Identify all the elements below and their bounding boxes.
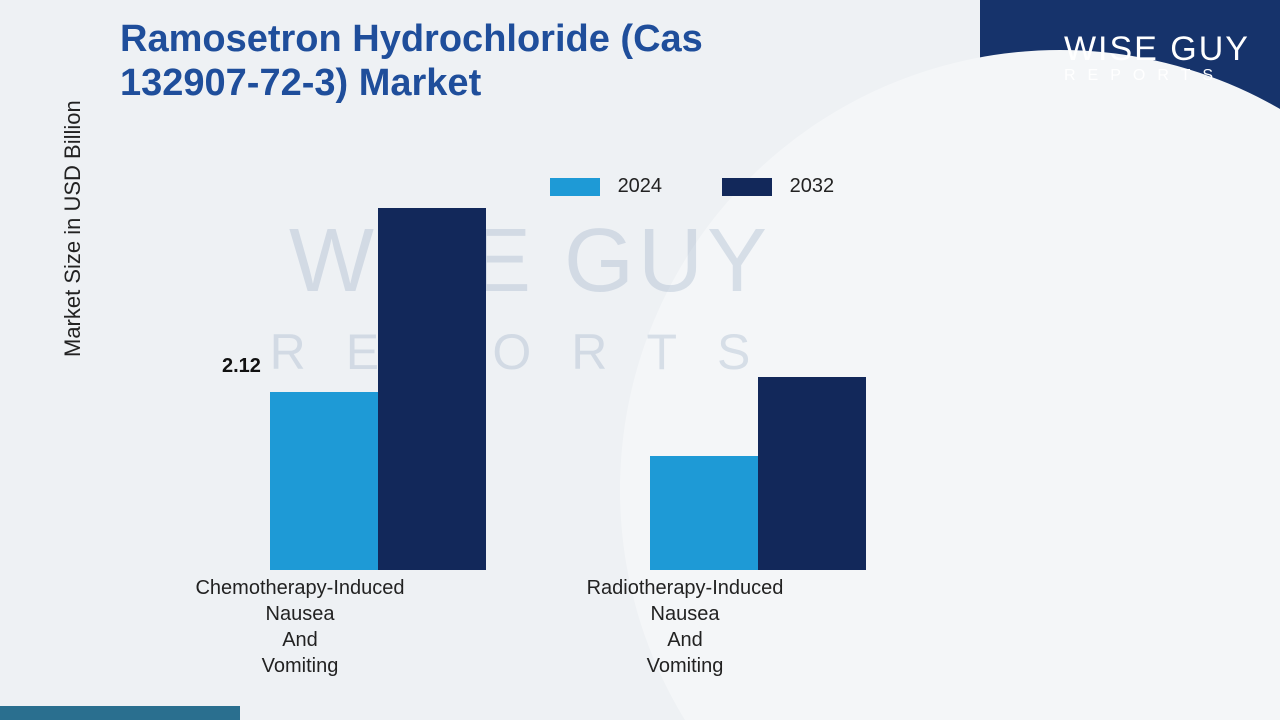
legend-label-2032: 2032 bbox=[790, 175, 835, 197]
category-label-1: Radiotherapy-InducedNauseaAndVomiting bbox=[555, 575, 815, 679]
footer-accent-bar bbox=[0, 706, 240, 720]
legend-swatch-2032 bbox=[722, 178, 772, 196]
plot-area: 2.12 bbox=[120, 200, 940, 570]
bar-group-1 bbox=[650, 377, 866, 570]
bar-group-0: 2.12 bbox=[270, 208, 486, 570]
y-axis-label: Market Size in USD Billion bbox=[60, 100, 86, 357]
legend-label-2024: 2024 bbox=[618, 175, 663, 197]
legend-item-2032: 2032 bbox=[722, 175, 834, 198]
legend: 2024 2032 bbox=[550, 175, 834, 198]
chart-card: Ramosetron Hydrochloride (Cas 132907-72-… bbox=[0, 0, 1280, 720]
bar-0-1 bbox=[378, 208, 486, 570]
legend-swatch-2024 bbox=[550, 178, 600, 196]
bar-0-0 bbox=[270, 392, 378, 570]
bar-1-0 bbox=[650, 456, 758, 570]
chart-title: Ramosetron Hydrochloride (Cas 132907-72-… bbox=[120, 18, 720, 105]
brand-line1: WISE GUY bbox=[1064, 30, 1250, 69]
category-label-0: Chemotherapy-InducedNauseaAndVomiting bbox=[170, 575, 430, 679]
bar-1-1 bbox=[758, 377, 866, 570]
brand-logo: WISE GUY REPORTS bbox=[1064, 30, 1250, 85]
legend-item-2024: 2024 bbox=[550, 175, 662, 198]
value-label-0-0: 2.12 bbox=[222, 355, 261, 378]
brand-line2: REPORTS bbox=[1064, 67, 1250, 85]
